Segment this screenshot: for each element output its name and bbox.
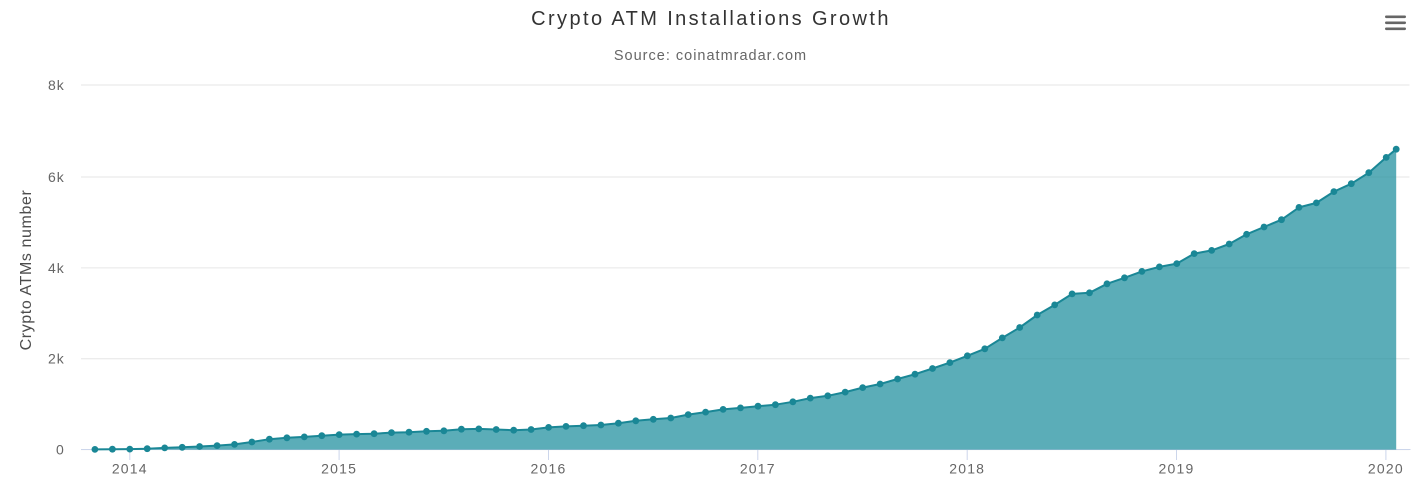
svg-text:0: 0 <box>56 442 65 458</box>
svg-text:6k: 6k <box>48 169 65 185</box>
svg-text:2020: 2020 <box>1368 461 1404 477</box>
svg-text:2015: 2015 <box>321 461 357 477</box>
svg-text:2018: 2018 <box>949 461 985 477</box>
svg-text:Crypto ATMs number: Crypto ATMs number <box>18 190 35 351</box>
svg-text:2017: 2017 <box>740 461 776 477</box>
svg-text:Source: coinatmradar.com: Source: coinatmradar.com <box>614 48 807 64</box>
svg-text:Crypto ATM Installations Growt: Crypto ATM Installations Growth <box>531 8 891 30</box>
svg-text:2014: 2014 <box>112 461 148 477</box>
svg-text:4k: 4k <box>48 260 65 276</box>
svg-text:2019: 2019 <box>1159 461 1195 477</box>
svg-text:2k: 2k <box>48 351 65 367</box>
svg-text:2016: 2016 <box>531 461 567 477</box>
svg-text:8k: 8k <box>48 77 65 93</box>
